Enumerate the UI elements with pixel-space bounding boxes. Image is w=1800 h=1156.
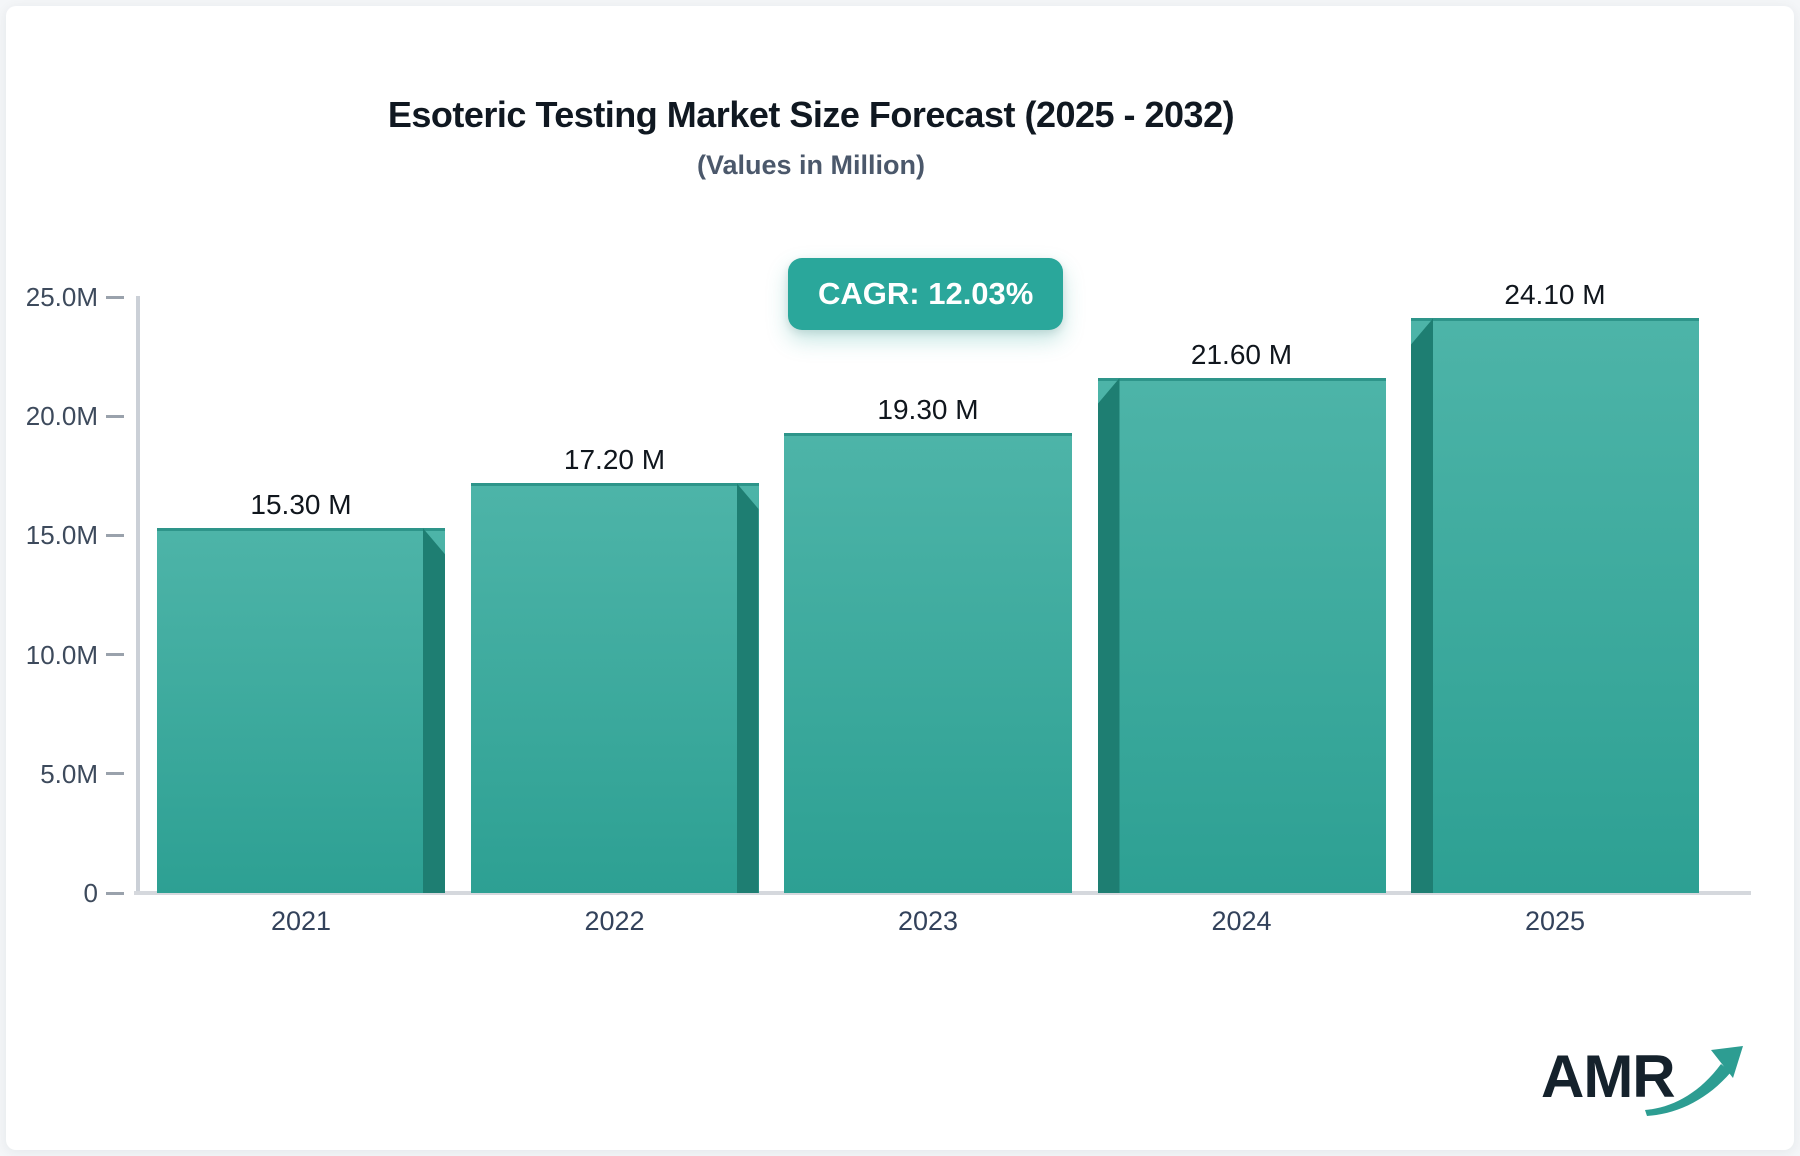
chart-subtitle: (Values in Million) [696, 150, 926, 180]
y-tick-dash [106, 295, 124, 299]
x-axis: 2021 2022 2023 2024 2025 [157, 906, 1699, 937]
bar: 15.30 M [157, 489, 445, 893]
x-tick-label: 2023 [897, 906, 959, 936]
x-tick-label: 2025 [1524, 906, 1586, 936]
bar-bevel [423, 528, 445, 893]
bar-bevel [736, 482, 759, 893]
chart-title: Esoteric Testing Market Size Forecast (2… [387, 94, 1235, 135]
x-axis-baseline [134, 891, 1751, 895]
x-tick-label: 2024 [1211, 906, 1272, 936]
bar-value-label: 17.20 M [563, 443, 666, 475]
y-tick-label: 5.0M [40, 758, 98, 789]
y-tick-dash [106, 772, 124, 776]
y-tick-label: 15.0M [25, 520, 98, 551]
bar-bevel [1097, 378, 1120, 893]
bar-value-label: 21.60 M [1190, 339, 1293, 371]
cagr-badge-label: CAGR: 12.03% [818, 276, 1034, 311]
y-tick-label: 10.0M [25, 639, 98, 670]
x-tick-label: 2022 [584, 906, 645, 936]
bar: 24.10 M [1411, 279, 1699, 893]
y-tick-dash [106, 891, 124, 895]
bar: 17.20 M [470, 444, 759, 893]
bar: 21.60 M [1097, 339, 1386, 893]
y-tick-label: 25.0M [25, 282, 98, 312]
chart-card: Esoteric Testing Market Size Forecast (2… [6, 6, 1794, 1150]
amr-logo: AMR [1541, 1034, 1743, 1120]
bar-value-label: 24.10 M [1504, 279, 1606, 311]
bars-row: 15.30 M 17.20 M 19.30 M 21.60 M 24.10 M [157, 279, 1699, 893]
amr-logo-text: AMR [1541, 1043, 1676, 1110]
y-tick-label: 0 [83, 878, 98, 908]
chart-header: Esoteric Testing Market Size Forecast (2… [6, 94, 1616, 181]
y-tick-dash [106, 653, 124, 657]
x-tick-label: 2021 [270, 906, 332, 936]
cagr-badge: CAGR: 12.03% [788, 258, 1064, 330]
bar-value-label: 15.30 M [250, 489, 352, 521]
y-axis-line [136, 296, 140, 893]
growth-arrow-icon [1645, 1046, 1743, 1116]
y-tick-label: 20.0M [25, 401, 98, 432]
y-tick-dash [106, 533, 124, 537]
bar: 19.30 M [784, 394, 1072, 893]
bar-bevel [1411, 318, 1433, 893]
y-tick-dash [106, 414, 124, 418]
bar-value-label: 19.30 M [877, 393, 979, 425]
